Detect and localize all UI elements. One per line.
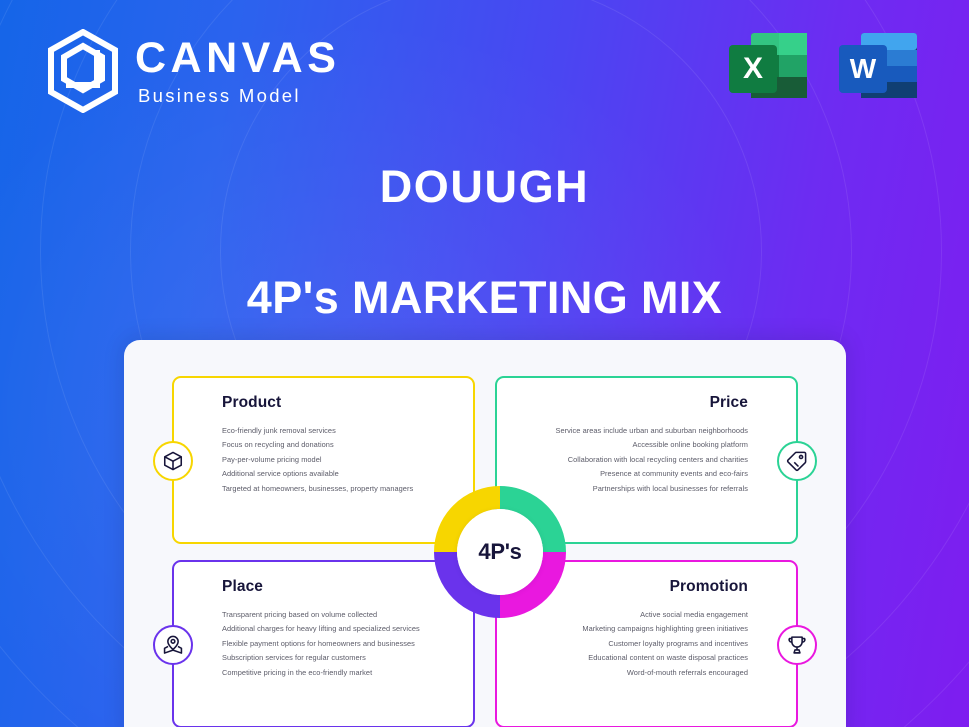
word-icon[interactable]: W xyxy=(835,27,921,109)
list-item: Competitive pricing in the eco-friendly … xyxy=(222,667,373,677)
donut-segment-place xyxy=(434,552,500,618)
card-title: Product xyxy=(222,394,282,411)
deck-title: 4P's MARKETING MIX xyxy=(246,272,723,323)
canvas-logo: CANVAS Business Model xyxy=(45,29,340,113)
trophy-icon xyxy=(777,625,817,665)
title-block: DOUUGH 4P's MARKETING MIX xyxy=(0,164,969,320)
card-item-list: Service areas include urban and suburban… xyxy=(517,423,748,496)
donut-ring xyxy=(434,486,566,618)
donut-segment-promotion xyxy=(500,552,566,618)
list-item: Partnerships with local businesses for r… xyxy=(592,483,748,493)
donut-segment-price xyxy=(500,486,566,552)
content-panel: Product Eco-friendly junk removal servic… xyxy=(124,340,846,727)
list-item: Focus on recycling and donations xyxy=(222,440,334,450)
card-title: Price xyxy=(709,394,748,411)
list-item: Transparent pricing based on volume coll… xyxy=(222,609,378,619)
svg-text:W: W xyxy=(850,53,877,84)
logo-subtitle: Business Model xyxy=(138,84,301,106)
list-item: Active social media engagement xyxy=(640,609,748,619)
list-item: Customer loyalty programs and incentives xyxy=(608,638,748,648)
donut-center-label: 4P's xyxy=(478,539,522,564)
list-item: Eco-friendly junk removal services xyxy=(222,425,336,435)
svg-text:X: X xyxy=(743,52,763,85)
office-format-icons: X W xyxy=(725,27,921,109)
donut-center: 4P's xyxy=(457,509,543,595)
quadrant-card-place[interactable]: Place Transparent pricing based on volum… xyxy=(153,560,475,727)
list-item: Service areas include urban and suburban… xyxy=(555,425,748,435)
list-item: Targeted at homeowners, businesses, prop… xyxy=(222,483,414,493)
list-item: Marketing campaigns highlighting green i… xyxy=(582,624,748,634)
list-item: Pay-per-volume pricing model xyxy=(222,454,322,464)
excel-icon[interactable]: X xyxy=(725,27,811,109)
list-item: Additional charges for heavy lifting and… xyxy=(222,624,420,634)
donut-segment-product xyxy=(434,486,500,552)
list-item: Accessible online booking platform xyxy=(632,440,748,450)
list-item: Additional service options available xyxy=(222,469,339,479)
card-title: Promotion xyxy=(669,578,748,595)
logo-title: CANVAS xyxy=(135,33,341,82)
list-item: Educational content on waste disposal pr… xyxy=(588,653,748,663)
four-p-grid: Product Eco-friendly junk removal servic… xyxy=(153,376,817,727)
brand-name: DOUUGH xyxy=(379,161,590,212)
box-cube-icon xyxy=(153,441,193,481)
list-item: Word-of-mouth referrals encouraged xyxy=(626,667,748,677)
list-item: Flexible payment options for homeowners … xyxy=(222,638,415,648)
card-item-list: Active social media engagement Marketing… xyxy=(517,607,748,680)
list-item: Collaboration with local recycling cente… xyxy=(567,454,748,464)
center-donut-chart: 4P's xyxy=(434,486,566,618)
list-item: Subscription services for regular custom… xyxy=(222,653,366,663)
map-pin-icon xyxy=(153,625,193,665)
card-item-list: Transparent pricing based on volume coll… xyxy=(222,607,453,680)
list-item: Presence at community events and eco-fai… xyxy=(600,469,748,479)
card-item-list: Eco-friendly junk removal services Focus… xyxy=(222,423,453,496)
card-title: Place xyxy=(222,578,264,595)
hexagon-canvas-logo-icon xyxy=(45,29,121,113)
price-tag-icon xyxy=(777,441,817,481)
quadrant-card-product[interactable]: Product Eco-friendly junk removal servic… xyxy=(153,376,475,544)
